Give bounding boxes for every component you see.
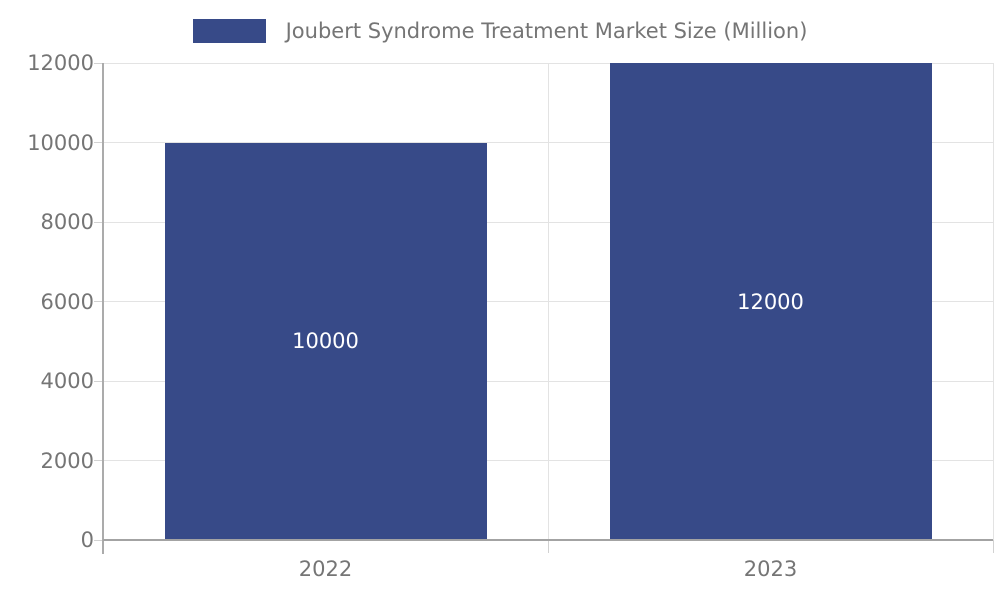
- x-axis-line: [103, 539, 993, 541]
- legend: Joubert Syndrome Treatment Market Size (…: [0, 19, 1000, 43]
- x-axis-tick: [992, 540, 994, 553]
- bar-value-label: 10000: [292, 329, 359, 354]
- y-tick-label: 6000: [40, 289, 94, 314]
- bar-value-label: 12000: [737, 289, 804, 314]
- y-axis-tick: [94, 221, 102, 223]
- x-axis-tick: [547, 540, 549, 553]
- y-axis-tick: [94, 142, 102, 143]
- y-tick-label: 4000: [40, 369, 94, 393]
- y-tick-label: 10000: [27, 130, 94, 155]
- y-axis-tick: [94, 380, 102, 382]
- y-tick-label: 8000: [40, 210, 94, 234]
- y-tick-label: 2000: [40, 448, 94, 473]
- x-category-label: 2022: [298, 557, 353, 581]
- y-tick-label: 12000: [27, 51, 94, 75]
- y-axis-tick: [94, 539, 102, 541]
- y-axis-tick: [94, 301, 102, 302]
- bar-2023: [609, 63, 932, 540]
- legend-label: Joubert Syndrome Treatment Market Size (…: [285, 19, 808, 43]
- plot-area: 0 2000 4000 6000 8000 10000 12000 10000 2022 1200…: [27, 51, 994, 581]
- y-axis-tick: [94, 460, 102, 461]
- x-category-label: 2023: [743, 557, 798, 581]
- y-axis-line: [102, 63, 104, 554]
- y-tick-label: 0: [80, 528, 94, 552]
- x-gridline: [547, 63, 549, 540]
- bar-2022: [164, 142, 487, 540]
- legend-swatch: [192, 19, 266, 43]
- x-gridline: [992, 63, 994, 540]
- y-axis-tick: [94, 62, 102, 64]
